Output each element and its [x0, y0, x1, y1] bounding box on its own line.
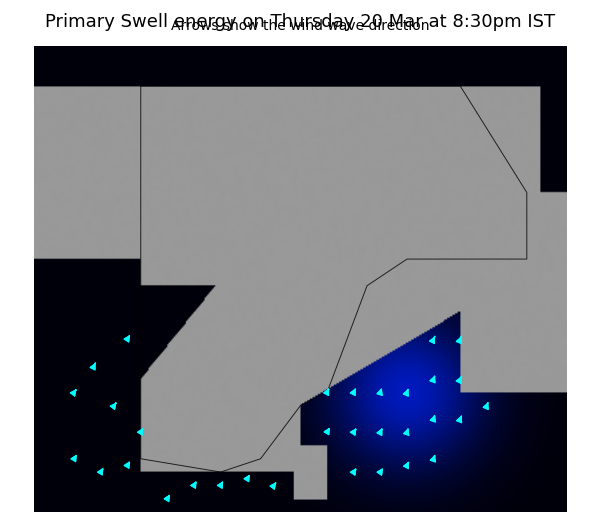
- Text: Arrows show the wind wave direction: Arrows show the wind wave direction: [171, 19, 430, 33]
- Text: Primary Swell energy on Thursday 20 Mar at 8:30pm IST: Primary Swell energy on Thursday 20 Mar …: [46, 13, 555, 31]
